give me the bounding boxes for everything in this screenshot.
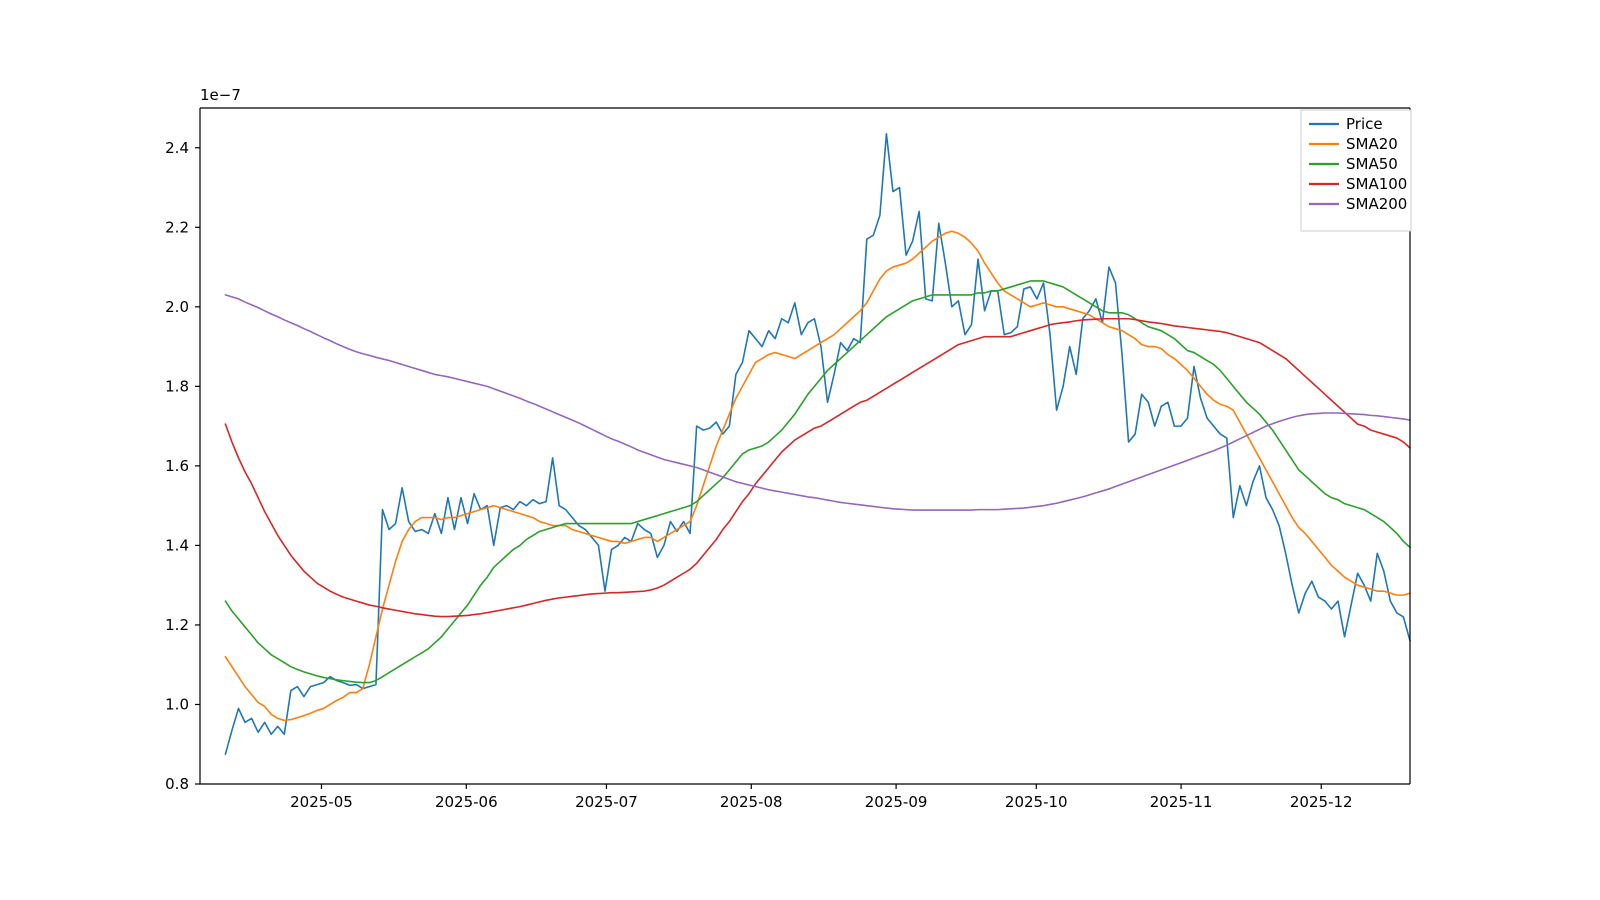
- y-tick-label: 1.2: [165, 616, 189, 634]
- x-tick-label: 2025-08: [720, 793, 783, 811]
- legend-label-sma100[interactable]: SMA100: [1346, 175, 1407, 193]
- x-tick-label: 2025-07: [575, 793, 638, 811]
- series-line-sma50: [224, 280, 1411, 684]
- series-line-sma100: [224, 317, 1411, 618]
- series-line-sma20: [224, 230, 1411, 722]
- x-tick-label: 2025-11: [1150, 793, 1213, 811]
- y-tick-label: 0.8: [165, 775, 189, 793]
- chart-legend[interactable]: Price SMA20 SMA50 SMA100 SMA200: [1300, 109, 1412, 232]
- y-axis-ticks: 0.8 1.0 1.2 1.4 1.6 1.8 2.0 2.2 2.4: [165, 139, 200, 793]
- legend-label-sma200[interactable]: SMA200: [1346, 195, 1407, 213]
- y-tick-label: 2.0: [165, 298, 189, 316]
- data-series-group: [224, 133, 1411, 755]
- legend-label-sma50[interactable]: SMA50: [1346, 155, 1398, 173]
- x-tick-label: 2025-10: [1005, 793, 1068, 811]
- series-line-sma200: [224, 294, 1411, 511]
- y-axis-offset-label: 1e−7: [200, 86, 241, 104]
- y-tick-label: 2.2: [165, 218, 189, 236]
- x-tick-label: 2025-12: [1290, 793, 1353, 811]
- x-tick-label: 2025-09: [865, 793, 928, 811]
- y-tick-label: 1.0: [165, 695, 189, 713]
- legend-label-sma20[interactable]: SMA20: [1346, 135, 1398, 153]
- legend-label-price[interactable]: Price: [1346, 115, 1383, 133]
- x-axis-ticks: 2025-05 2025-06 2025-07 2025-08 2025-09 2025-…: [290, 784, 1353, 811]
- x-tick-label: 2025-05: [290, 793, 353, 811]
- y-tick-label: 2.4: [165, 139, 189, 157]
- axes-background: [200, 108, 1410, 784]
- legend-frame: [1300, 109, 1412, 232]
- x-tick-label: 2025-06: [435, 793, 498, 811]
- series-line-price: [224, 133, 1411, 755]
- y-tick-label: 1.6: [165, 457, 189, 475]
- y-tick-label: 1.8: [165, 377, 189, 395]
- y-tick-label: 1.4: [165, 536, 189, 554]
